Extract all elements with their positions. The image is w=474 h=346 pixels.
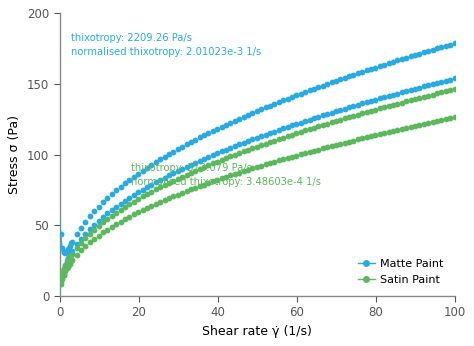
Text: thixotropy: 2209.26 Pa/s
normalised thixotropy: 2.01023e-3 1/s: thixotropy: 2209.26 Pa/s normalised thix… [72, 33, 262, 57]
Legend: Matte Paint, Satin Paint: Matte Paint, Satin Paint [352, 254, 449, 290]
Text: thixotropy: 312.079 Pa/s
normalised thixotropy: 3.48603e-4 1/s: thixotropy: 312.079 Pa/s normalised thix… [131, 163, 320, 187]
X-axis label: Shear rate γ̇ (1/s): Shear rate γ̇ (1/s) [202, 325, 312, 338]
Y-axis label: Stress σ (Pa): Stress σ (Pa) [9, 115, 21, 194]
